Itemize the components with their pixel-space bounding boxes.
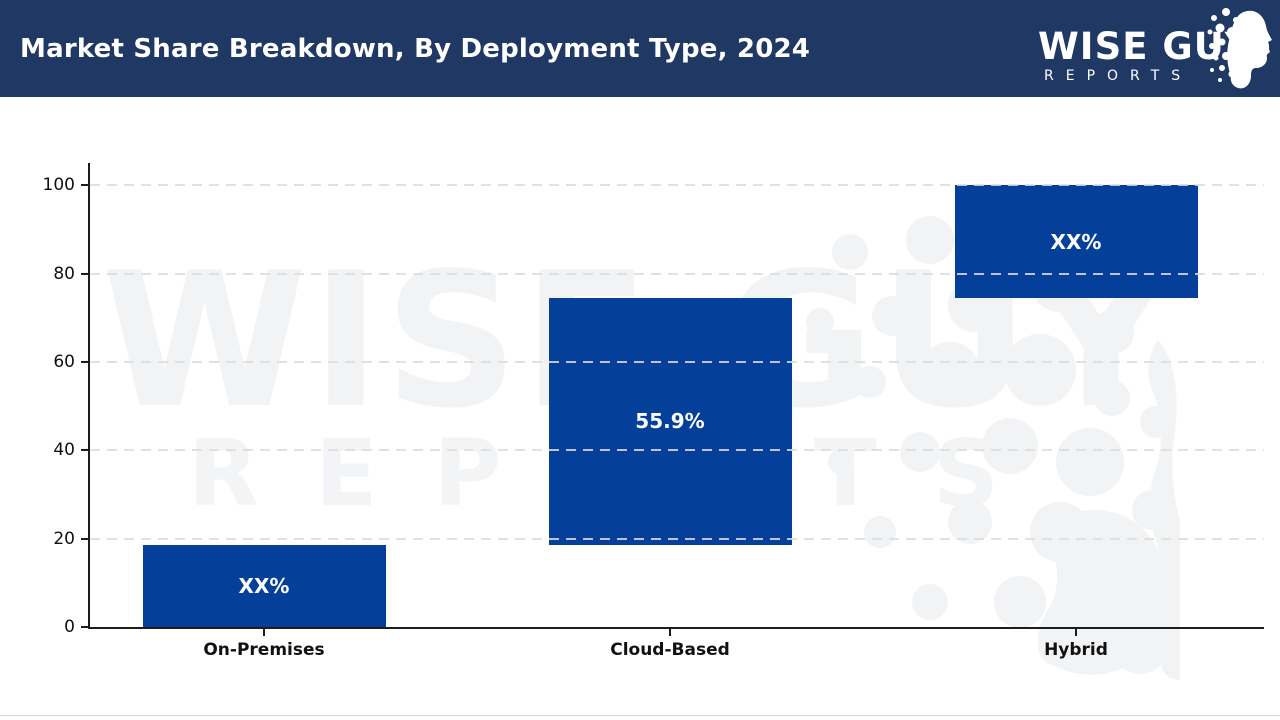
- dotted-head-logo-icon: [1207, 8, 1272, 89]
- category-label-2: Hybrid: [1044, 640, 1108, 660]
- x-tick-0: [263, 629, 265, 636]
- y-tick-20: [81, 537, 89, 540]
- y-axis-line: [88, 163, 90, 629]
- x-tick-2: [1075, 629, 1077, 636]
- y-tick-label-40: 40: [53, 440, 75, 461]
- bar-hybrid: XX%: [954, 185, 1198, 298]
- gridline-80: [90, 272, 1264, 275]
- gridline-40: [90, 449, 1264, 452]
- bar-on-premises: XX%: [142, 544, 386, 627]
- x-axis-line: [88, 627, 1264, 629]
- y-tick-40: [81, 449, 89, 452]
- gridline-100: [90, 184, 1264, 187]
- y-tick-60: [81, 361, 89, 364]
- y-tick-0: [81, 626, 89, 628]
- bottom-divider-line: [0, 715, 1280, 716]
- y-tick-label-100: 100: [42, 175, 75, 196]
- category-label-0: On-Premises: [203, 640, 325, 660]
- y-tick-label-0: 0: [64, 617, 75, 637]
- header-bar: Market Share Breakdown, By Deployment Ty…: [0, 0, 1280, 97]
- wise-guy-reports-logo: WISE GUY REPORTS: [1038, 8, 1272, 89]
- bar-cloud-based: 55.9%: [548, 298, 792, 545]
- bar-value-label: XX%: [238, 573, 290, 598]
- y-tick-80: [81, 272, 89, 275]
- y-tick-label-60: 60: [53, 352, 75, 373]
- bar-value-label: 55.9%: [635, 409, 705, 434]
- x-tick-1: [669, 629, 671, 636]
- bar-value-label: XX%: [1050, 229, 1102, 254]
- y-tick-label-80: 80: [53, 263, 75, 284]
- y-tick-label-20: 20: [53, 528, 75, 549]
- logo-reports-text: REPORTS: [1044, 68, 1192, 84]
- page-title: Market Share Breakdown, By Deployment Ty…: [20, 33, 811, 64]
- gridline-60: [90, 361, 1264, 364]
- logo-brand-text: WISE GUY: [1038, 25, 1253, 68]
- y-tick-100: [81, 184, 89, 187]
- category-label-1: Cloud-Based: [610, 640, 730, 660]
- gridline-20: [90, 537, 1264, 540]
